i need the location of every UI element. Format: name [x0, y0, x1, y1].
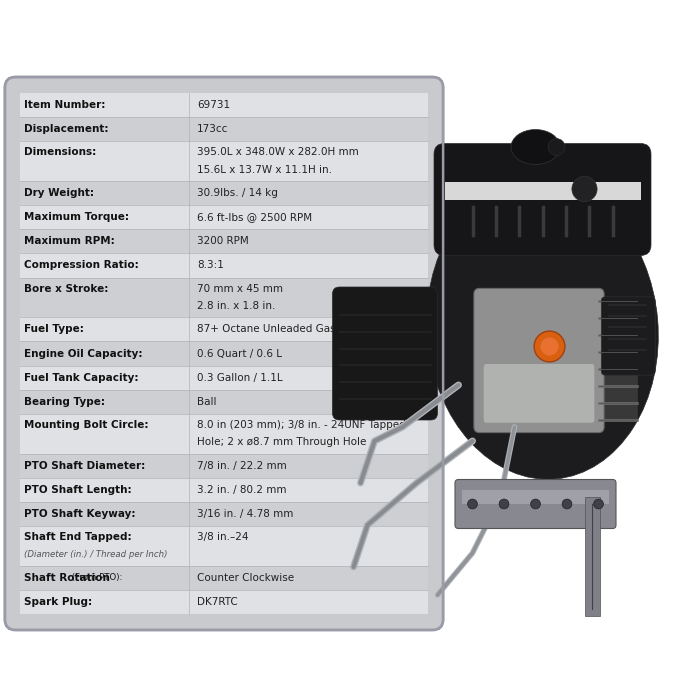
Text: Compression Ratio:: Compression Ratio:: [24, 260, 139, 270]
Text: (Diameter (in.) / Thread per Inch): (Diameter (in.) / Thread per Inch): [24, 550, 167, 559]
Bar: [20, 253, 428, 278]
Text: 87+ Octane Unleaded Gasoline: 87+ Octane Unleaded Gasoline: [197, 324, 361, 335]
Text: Item Number:: Item Number:: [24, 100, 105, 110]
Text: Displacement:: Displacement:: [24, 125, 108, 134]
Text: Ball: Ball: [197, 397, 216, 407]
Bar: [20, 278, 428, 317]
Bar: [20, 477, 428, 502]
Circle shape: [531, 499, 540, 509]
Bar: [584, 497, 600, 616]
Bar: [20, 230, 428, 253]
Bar: [462, 490, 609, 504]
Bar: [20, 117, 428, 141]
Text: 8.0 in (203 mm); 3/8 in. - 24UNF Tapped: 8.0 in (203 mm); 3/8 in. - 24UNF Tapped: [197, 420, 406, 430]
Text: 8.3:1: 8.3:1: [197, 260, 224, 270]
Bar: [20, 181, 428, 205]
Text: 3.2 in. / 80.2 mm: 3.2 in. / 80.2 mm: [197, 484, 286, 495]
Bar: [20, 342, 428, 365]
Text: DK7RTC: DK7RTC: [197, 597, 238, 607]
Circle shape: [594, 499, 603, 509]
Bar: [20, 590, 428, 614]
Text: Shaft End Tapped:: Shaft End Tapped:: [24, 532, 132, 542]
Bar: [20, 414, 428, 454]
Circle shape: [468, 499, 477, 509]
Text: Hole; 2 x ø8.7 mm Through Hole: Hole; 2 x ø8.7 mm Through Hole: [197, 438, 366, 447]
Bar: [20, 502, 428, 526]
Text: Mounting Bolt Circle:: Mounting Bolt Circle:: [24, 420, 148, 430]
Text: Fuel Tank Capacity:: Fuel Tank Capacity:: [24, 372, 139, 383]
Text: 69731: 69731: [197, 100, 230, 110]
Text: Shaft Rotation: Shaft Rotation: [24, 573, 110, 582]
Text: 3200 RPM: 3200 RPM: [197, 237, 248, 246]
Text: PTO Shaft Keyway:: PTO Shaft Keyway:: [24, 509, 135, 519]
Text: Counter Clockwise: Counter Clockwise: [197, 573, 294, 582]
Text: PTO Shaft Diameter:: PTO Shaft Diameter:: [24, 461, 145, 470]
Text: (From PTO):: (From PTO):: [69, 573, 122, 582]
Text: Engine Oil Capacity:: Engine Oil Capacity:: [24, 349, 142, 358]
Ellipse shape: [511, 130, 560, 164]
Circle shape: [499, 499, 509, 509]
Text: 0.6 Quart / 0.6 L: 0.6 Quart / 0.6 L: [197, 349, 282, 358]
Text: 0.3 Gallon / 1.1L: 0.3 Gallon / 1.1L: [197, 372, 283, 383]
Text: 7/8 in. / 22.2 mm: 7/8 in. / 22.2 mm: [197, 461, 287, 470]
Text: Fuel Type:: Fuel Type:: [24, 324, 84, 335]
Text: Spark Plug:: Spark Plug:: [24, 597, 92, 607]
Bar: [20, 566, 428, 590]
Bar: [20, 390, 428, 414]
Text: 6.6 ft-lbs @ 2500 RPM: 6.6 ft-lbs @ 2500 RPM: [197, 212, 312, 223]
Bar: [20, 93, 428, 117]
Circle shape: [540, 337, 559, 356]
FancyBboxPatch shape: [332, 287, 438, 420]
Text: Bore x Stroke:: Bore x Stroke:: [24, 284, 108, 294]
Bar: [20, 526, 428, 566]
Text: 70 mm x 45 mm: 70 mm x 45 mm: [197, 284, 283, 294]
FancyBboxPatch shape: [474, 288, 604, 433]
Bar: [598, 301, 637, 420]
Text: Dry Weight:: Dry Weight:: [24, 188, 94, 198]
FancyBboxPatch shape: [455, 480, 616, 528]
Bar: [20, 141, 428, 181]
Text: PTO Shaft Length:: PTO Shaft Length:: [24, 484, 132, 495]
Text: 173cc: 173cc: [197, 125, 228, 134]
Bar: [20, 454, 428, 477]
Text: 3/8 in.–24: 3/8 in.–24: [197, 532, 248, 542]
Text: Maximum RPM:: Maximum RPM:: [24, 237, 115, 246]
FancyBboxPatch shape: [601, 297, 655, 375]
Text: 3/16 in. / 4.78 mm: 3/16 in. / 4.78 mm: [197, 509, 293, 519]
Circle shape: [534, 331, 565, 362]
FancyBboxPatch shape: [484, 364, 594, 423]
Bar: [20, 365, 428, 390]
Circle shape: [548, 139, 565, 155]
Bar: [444, 182, 640, 199]
Ellipse shape: [427, 178, 658, 480]
Circle shape: [572, 176, 597, 202]
FancyBboxPatch shape: [5, 77, 443, 630]
Text: Bearing Type:: Bearing Type:: [24, 397, 105, 407]
Text: Dimensions:: Dimensions:: [24, 148, 96, 158]
Text: 30.9lbs. / 14 kg: 30.9lbs. / 14 kg: [197, 188, 278, 198]
Text: Maximum Torque:: Maximum Torque:: [24, 212, 129, 223]
Circle shape: [562, 499, 572, 509]
Text: 15.6L x 13.7W x 11.1H in.: 15.6L x 13.7W x 11.1H in.: [197, 165, 332, 175]
Text: 2.8 in. x 1.8 in.: 2.8 in. x 1.8 in.: [197, 301, 275, 312]
FancyBboxPatch shape: [434, 144, 651, 256]
Bar: [20, 205, 428, 230]
Bar: [20, 317, 428, 342]
Text: 395.0L x 348.0W x 282.0H mm: 395.0L x 348.0W x 282.0H mm: [197, 148, 358, 158]
